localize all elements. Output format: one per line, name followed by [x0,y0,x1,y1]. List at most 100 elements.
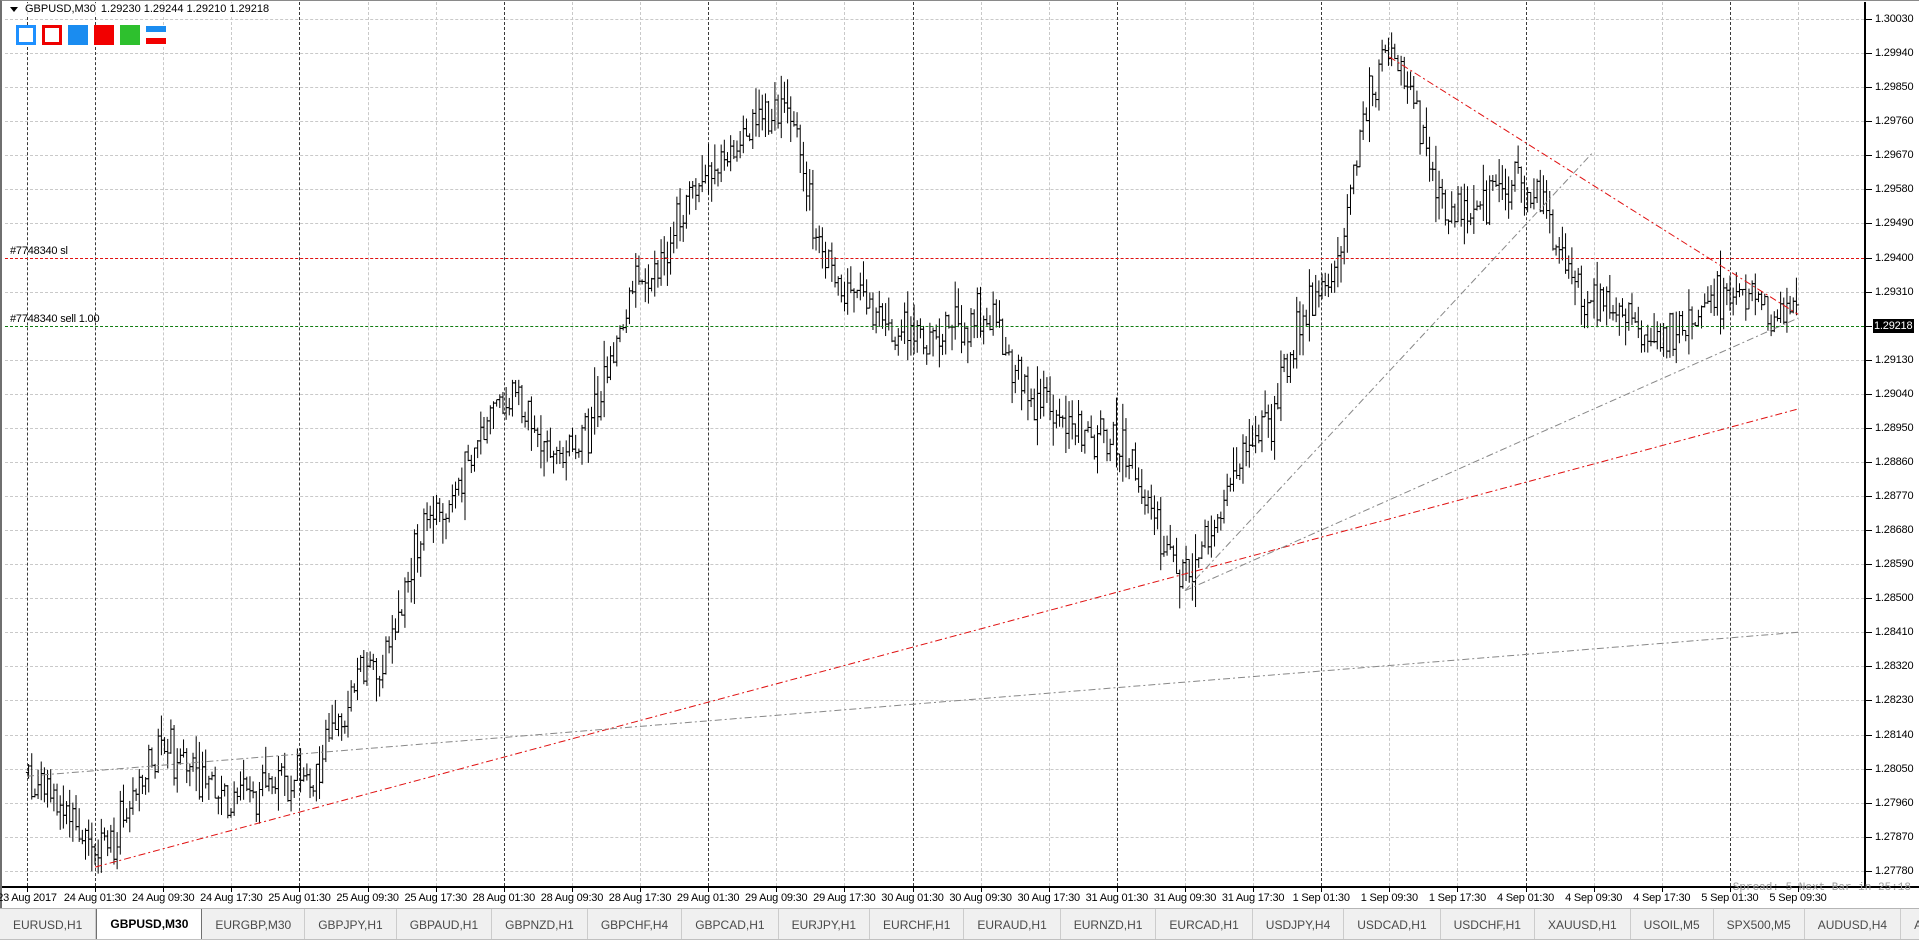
time-label: 31 Aug 09:30 [1153,892,1217,904]
support-gray-long[interactable] [26,631,1799,777]
chart-drawing-layer [25,32,1800,874]
price-label: 1.28770 [1875,490,1914,503]
price-tick [1866,700,1872,702]
time-label: 29 Aug 09:30 [745,892,808,904]
price-label: 1.27870 [1875,830,1914,843]
chart-tab-audnzd-h1[interactable]: AUDNZD,H1 [1901,909,1919,940]
rising-channel-gray[interactable] [1184,151,1595,592]
price-tick [1866,768,1872,770]
time-tick [1253,888,1255,892]
time-tick [299,888,301,892]
time-tick [27,888,28,892]
time-tick [231,888,233,892]
chart-tab-gbpcad-h1[interactable]: GBPCAD,H1 [682,909,779,940]
chart-tab-usdcad-h1[interactable]: USDCAD,H1 [1344,909,1441,940]
price-label: 1.29310 [1875,285,1914,298]
chart-tab-gbpaud-h1[interactable]: GBPAUD,H1 [396,909,493,940]
time-label: 28 Aug 17:30 [608,892,672,904]
chart-tab-eurcad-h1[interactable]: EURCAD,H1 [1156,909,1253,940]
open-position-line-label: #7748340 sell 1.00 [10,313,100,326]
swatch-outline-red[interactable] [42,25,62,45]
chart-tab-eurnzd-h1[interactable]: EURNZD,H1 [1060,909,1157,940]
time-label: 25 Aug 01:30 [268,892,331,904]
chart-tab-eurusd-h1[interactable]: EURUSD,H1 [0,909,97,940]
time-label: 4 Sep 17:30 [1633,892,1691,904]
current-price-label: 1.29218 [1873,319,1915,334]
time-tick [503,888,505,892]
price-tick [1866,223,1872,225]
chart-tab-xauusd-h1[interactable]: XAUUSD,H1 [1534,909,1631,940]
time-tick [912,888,914,892]
time-tick [1798,888,1799,892]
chart-tab-bar[interactable]: EURUSD,H1 GBPUSD,M30 EURGBP,M30 GBPJPY,H1 GB… [0,908,1919,940]
price-tick [1866,496,1872,498]
chart-tab-gbpnzd-h1[interactable]: GBPNZD,H1 [492,909,588,940]
open-position-line[interactable] [5,326,1864,328]
time-tick [1048,888,1050,892]
price-tick [1866,598,1872,600]
price-label: 1.28140 [1875,728,1914,741]
chart-tab-spx500-m5[interactable]: SPX500,M5 [1713,909,1805,940]
chart-tab-audusd-h4[interactable]: AUDUSD,H4 [1804,909,1902,940]
price-label: 1.29490 [1875,217,1914,230]
chart-tab-eurgbp-m30[interactable]: EURGBP,M30 [202,909,306,940]
chart-tab-usoil-m5[interactable]: USOIL,M5 [1630,909,1714,940]
time-label: 23 Aug 2017 [0,892,57,904]
chart-tab-eurjpy-h1[interactable]: EURJPY,H1 [778,909,871,940]
caret-down-icon[interactable] [10,6,18,12]
price-tick [1866,870,1872,872]
stop-loss-line[interactable] [5,257,1864,259]
price-label: 1.29760 [1875,115,1914,128]
color-swatch-toolbar[interactable] [16,25,166,45]
time-label: 5 Sep 01:30 [1701,892,1759,904]
chart-tab-usdchf-h1[interactable]: USDCHF,H1 [1440,909,1535,940]
price-tick [1866,359,1872,361]
chart-tab-eurchf-h1[interactable]: EURCHF,H1 [870,909,965,940]
time-label: 24 Aug 09:30 [131,892,195,904]
chart-tab-gbpusd-m30[interactable]: GBPUSD,M30 [96,909,203,940]
rising-channel-gray-lower[interactable] [1184,317,1799,592]
swatch-fill-blue[interactable] [68,25,88,45]
time-tick [980,888,982,892]
time-tick [1116,888,1118,892]
price-label: 1.28320 [1875,660,1914,673]
chart-header: GBPUSD,M30 1.29230 1.29244 1.29210 1.292… [8,3,272,15]
time-label: 28 Aug 09:30 [540,892,604,904]
chart-tab-euraud-h1[interactable]: EURAUD,H1 [964,909,1061,940]
time-label: 29 Aug 01:30 [676,892,740,904]
time-label: 25 Aug 17:30 [404,892,467,904]
chart-plot-area[interactable]: #7748340 sl #7748340 sell 1.00 [5,2,1864,886]
price-scale[interactable]: 1.30030 1.29940 1.29850 1.29760 1.29670 1.295… [1864,2,1919,886]
time-tick [1661,888,1663,892]
swatch-outline-blue[interactable] [16,25,36,45]
time-tick [776,888,778,892]
time-label: 25 Aug 09:30 [336,892,399,904]
time-label: 30 Aug 09:30 [949,892,1012,904]
time-tick [1321,888,1323,892]
time-scale[interactable]: 23 Aug 2017 24 Aug 01:30 24 Aug 09:30 24 Au… [0,886,1919,909]
chart-tab-gbpchf-h4[interactable]: GBPCHF,H4 [587,909,683,940]
spread-status-text: Spread: 5 Next Bar in 25:18 [1732,882,1911,894]
price-label: 1.29940 [1875,47,1914,60]
lower-support-red[interactable] [94,408,1799,868]
time-label: 5 Sep 09:30 [1769,892,1827,904]
time-label: 1 Sep 09:30 [1360,892,1418,904]
current-price-tick [1866,326,1872,328]
price-label: 1.29580 [1875,183,1914,196]
chart-tab-usdjpy-h4[interactable]: USDJPY,H4 [1252,909,1345,940]
price-label: 1.29850 [1875,81,1914,94]
price-label: 1.29130 [1875,353,1914,366]
chart-tab-gbpjpy-h1[interactable]: GBPJPY,H1 [305,909,397,940]
price-tick [1866,393,1872,395]
swatch-fill-red[interactable] [94,25,114,45]
time-tick [1525,888,1527,892]
time-tick [163,888,165,892]
price-label: 1.29670 [1875,149,1914,162]
swatch-fill-green[interactable] [120,25,140,45]
chart-symbol-label: GBPUSD,M30 [25,3,96,15]
upper-resistance-red[interactable] [1389,56,1799,315]
time-label: 31 Aug 17:30 [1221,892,1285,904]
chart-window[interactable]: #7748340 sl #7748340 sell 1.00 GBPUSD,M30… [0,0,1919,909]
swatch-stripe-blue-red[interactable] [146,25,166,45]
